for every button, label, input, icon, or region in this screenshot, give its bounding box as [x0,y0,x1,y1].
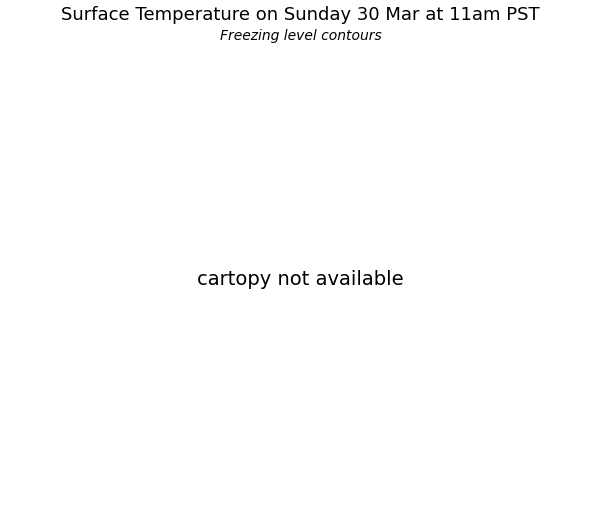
Text: cartopy not available: cartopy not available [197,270,404,289]
Text: Surface Temperature on Sunday 30 Mar at 11am PST: Surface Temperature on Sunday 30 Mar at … [61,6,540,24]
Text: Freezing level contours: Freezing level contours [219,29,382,43]
